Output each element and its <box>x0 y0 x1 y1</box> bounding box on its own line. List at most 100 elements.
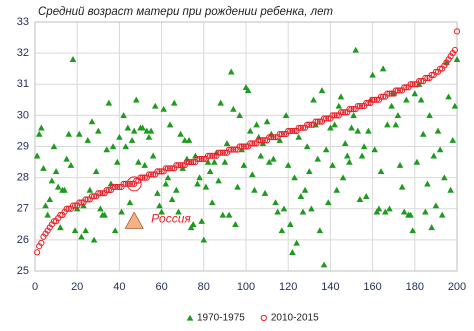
point <box>438 211 446 218</box>
legend-marker <box>186 314 194 321</box>
point <box>185 136 193 143</box>
point <box>50 143 58 150</box>
highlight-marker <box>124 211 144 229</box>
point <box>400 208 408 215</box>
point <box>343 152 351 159</box>
point <box>242 143 250 150</box>
point <box>124 124 132 131</box>
point <box>97 190 104 197</box>
point <box>158 208 165 215</box>
point <box>207 152 214 159</box>
point <box>299 124 307 131</box>
point <box>297 124 304 131</box>
point <box>386 90 393 97</box>
point <box>329 112 336 119</box>
point <box>162 165 169 172</box>
point <box>289 249 296 255</box>
point <box>128 180 136 187</box>
plot-frame <box>34 21 458 272</box>
point <box>280 205 288 212</box>
point <box>356 102 364 110</box>
point <box>65 205 72 212</box>
point <box>384 90 391 97</box>
point <box>333 186 341 193</box>
point <box>211 158 218 165</box>
point <box>200 155 207 163</box>
point <box>289 127 296 135</box>
point <box>409 227 416 234</box>
point <box>202 183 210 190</box>
point <box>230 105 237 112</box>
point <box>175 208 182 215</box>
point <box>453 56 461 62</box>
point <box>44 211 51 218</box>
x-tick-label: 140 <box>321 281 339 293</box>
point <box>407 81 414 88</box>
x-tick-label: 40 <box>113 281 125 293</box>
x-tick-label: 20 <box>71 281 83 293</box>
point <box>331 121 338 128</box>
point <box>221 149 228 156</box>
point <box>109 183 117 191</box>
point <box>116 133 123 140</box>
point <box>69 56 77 62</box>
point <box>198 155 205 163</box>
point <box>419 130 427 137</box>
point <box>194 155 201 163</box>
point <box>188 158 195 166</box>
point <box>156 202 163 209</box>
point <box>314 155 322 162</box>
y-tick-label: 32 <box>17 47 29 59</box>
point <box>388 102 395 109</box>
point <box>158 168 165 175</box>
point <box>388 90 395 97</box>
point <box>187 224 195 231</box>
point <box>373 208 381 215</box>
point <box>304 121 311 128</box>
point <box>306 121 313 128</box>
point <box>272 134 279 141</box>
point <box>103 186 110 194</box>
point <box>257 152 265 159</box>
point <box>116 183 123 191</box>
point <box>354 102 361 110</box>
point <box>166 165 174 172</box>
point <box>84 136 92 143</box>
point <box>54 183 62 190</box>
point <box>71 202 79 209</box>
point <box>177 162 184 169</box>
point <box>253 121 260 128</box>
point <box>365 127 372 134</box>
point <box>173 186 180 193</box>
point <box>379 65 387 72</box>
point <box>88 193 96 200</box>
point <box>120 180 127 187</box>
point <box>308 205 315 212</box>
y-tick-label: 27 <box>17 203 29 215</box>
point <box>139 124 146 131</box>
point <box>371 96 378 103</box>
point <box>126 199 134 206</box>
point <box>274 208 281 215</box>
point <box>350 106 357 113</box>
point <box>403 96 410 103</box>
point <box>111 227 119 234</box>
point <box>350 112 357 119</box>
point <box>211 152 218 159</box>
point <box>407 211 414 218</box>
point <box>417 96 425 103</box>
point <box>384 121 391 128</box>
point <box>369 96 376 103</box>
point <box>392 121 400 128</box>
point <box>428 224 435 231</box>
point <box>422 208 429 215</box>
point <box>339 174 347 181</box>
point <box>287 221 294 227</box>
point <box>352 46 360 53</box>
point <box>192 152 199 159</box>
point <box>251 140 258 147</box>
point <box>403 84 410 91</box>
point <box>141 174 148 181</box>
point <box>90 236 98 243</box>
point <box>40 164 47 171</box>
